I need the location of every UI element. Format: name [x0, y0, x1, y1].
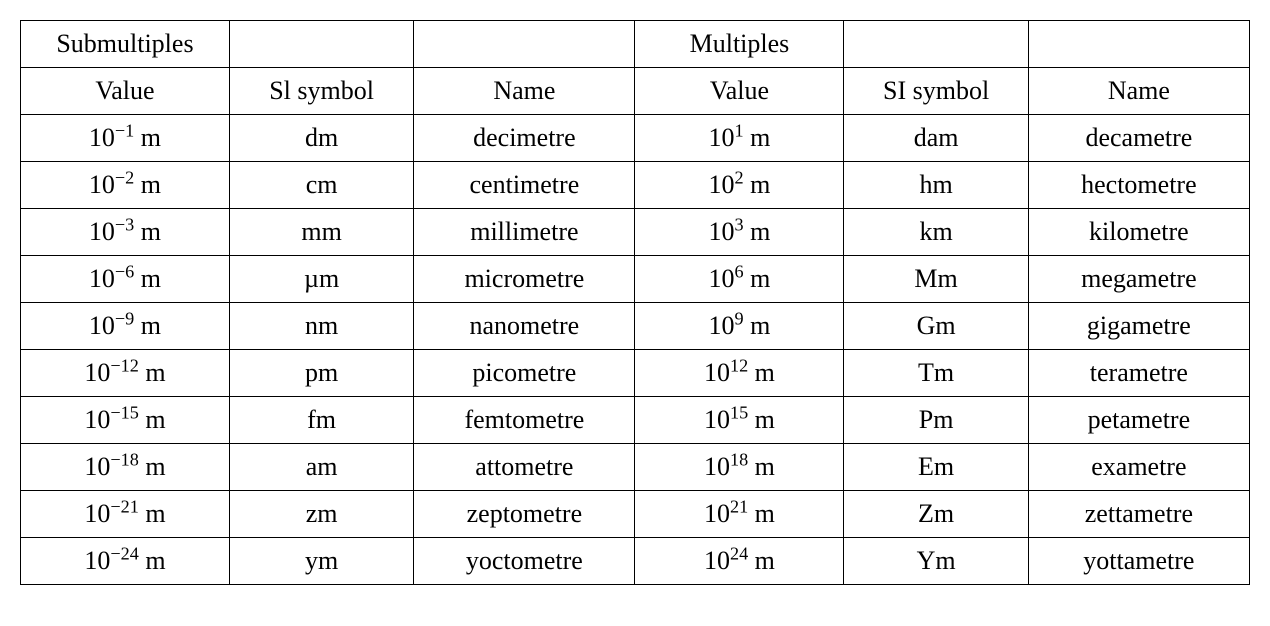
cell-mul-symbol: Tm — [844, 350, 1028, 397]
cell-sub-name: millimetre — [414, 209, 635, 256]
cell-mul-symbol: Mm — [844, 256, 1028, 303]
cell-sub-name: decimetre — [414, 115, 635, 162]
table-body: Submultiples Multiples Value Sl symbol N… — [21, 21, 1250, 585]
table-row: 10−9 mnmnanometre109 mGmgigametre — [21, 303, 1250, 350]
header-empty — [414, 21, 635, 68]
cell-sub-symbol: fm — [229, 397, 413, 444]
col-header-value-sub: Value — [21, 68, 230, 115]
col-header-name-sub: Name — [414, 68, 635, 115]
cell-sub-name: micrometre — [414, 256, 635, 303]
cell-sub-symbol: mm — [229, 209, 413, 256]
cell-sub-name: picometre — [414, 350, 635, 397]
cell-sub-symbol: µm — [229, 256, 413, 303]
cell-mul-value: 106 m — [635, 256, 844, 303]
col-header-value-mul: Value — [635, 68, 844, 115]
col-header-symbol-mul: SI symbol — [844, 68, 1028, 115]
table-row: 10−24 mymyoctometre1024 mYmyottametre — [21, 538, 1250, 585]
cell-mul-symbol: km — [844, 209, 1028, 256]
cell-sub-name: femtometre — [414, 397, 635, 444]
col-header-symbol-sub: Sl symbol — [229, 68, 413, 115]
cell-mul-name: kilometre — [1028, 209, 1249, 256]
cell-sub-value: 10−12 m — [21, 350, 230, 397]
cell-mul-value: 1024 m — [635, 538, 844, 585]
cell-mul-symbol: dam — [844, 115, 1028, 162]
cell-mul-symbol: Zm — [844, 491, 1028, 538]
cell-sub-value: 10−3 m — [21, 209, 230, 256]
cell-mul-name: gigametre — [1028, 303, 1249, 350]
table-row: 10−18 mamattometre1018 mEmexametre — [21, 444, 1250, 491]
cell-sub-symbol: ym — [229, 538, 413, 585]
table-row: 10−3 mmmmillimetre103 mkmkilometre — [21, 209, 1250, 256]
cell-mul-value: 1015 m — [635, 397, 844, 444]
cell-sub-symbol: cm — [229, 162, 413, 209]
cell-mul-name: megametre — [1028, 256, 1249, 303]
cell-sub-name: zeptometre — [414, 491, 635, 538]
header-empty — [1028, 21, 1249, 68]
cell-mul-value: 109 m — [635, 303, 844, 350]
cell-sub-symbol: dm — [229, 115, 413, 162]
cell-sub-value: 10−15 m — [21, 397, 230, 444]
table-row: 10−21 mzmzeptometre1021 mZmzettametre — [21, 491, 1250, 538]
cell-mul-value: 1021 m — [635, 491, 844, 538]
header-row-columns: Value Sl symbol Name Value SI symbol Nam… — [21, 68, 1250, 115]
header-multiples: Multiples — [635, 21, 844, 68]
table-row: 10−12 mpmpicometre1012 mTmterametre — [21, 350, 1250, 397]
table-row: 10−6 mµmmicrometre106 mMmmegametre — [21, 256, 1250, 303]
cell-mul-symbol: Gm — [844, 303, 1028, 350]
cell-mul-name: exametre — [1028, 444, 1249, 491]
cell-sub-symbol: zm — [229, 491, 413, 538]
cell-sub-value: 10−2 m — [21, 162, 230, 209]
cell-mul-value: 101 m — [635, 115, 844, 162]
cell-mul-name: yottametre — [1028, 538, 1249, 585]
cell-mul-value: 103 m — [635, 209, 844, 256]
si-prefixes-table: Submultiples Multiples Value Sl symbol N… — [20, 20, 1250, 585]
cell-mul-value: 102 m — [635, 162, 844, 209]
cell-sub-name: nanometre — [414, 303, 635, 350]
cell-mul-name: zettametre — [1028, 491, 1249, 538]
cell-sub-symbol: pm — [229, 350, 413, 397]
cell-mul-symbol: Pm — [844, 397, 1028, 444]
table-row: 10−15 mfmfemtometre1015 mPmpetametre — [21, 397, 1250, 444]
header-row-group: Submultiples Multiples — [21, 21, 1250, 68]
header-empty — [229, 21, 413, 68]
col-header-name-mul: Name — [1028, 68, 1249, 115]
cell-mul-value: 1018 m — [635, 444, 844, 491]
cell-sub-name: yoctometre — [414, 538, 635, 585]
header-empty — [844, 21, 1028, 68]
cell-sub-symbol: am — [229, 444, 413, 491]
header-submultiples: Submultiples — [21, 21, 230, 68]
cell-mul-name: terametre — [1028, 350, 1249, 397]
cell-mul-value: 1012 m — [635, 350, 844, 397]
cell-sub-value: 10−6 m — [21, 256, 230, 303]
cell-mul-symbol: Ym — [844, 538, 1028, 585]
table-row: 10−1 mdmdecimetre101 mdamdecametre — [21, 115, 1250, 162]
cell-mul-symbol: Em — [844, 444, 1028, 491]
cell-sub-value: 10−9 m — [21, 303, 230, 350]
table-row: 10−2 mcmcentimetre102 mhmhectometre — [21, 162, 1250, 209]
cell-sub-symbol: nm — [229, 303, 413, 350]
cell-mul-symbol: hm — [844, 162, 1028, 209]
cell-mul-name: hectometre — [1028, 162, 1249, 209]
cell-sub-value: 10−24 m — [21, 538, 230, 585]
cell-sub-value: 10−21 m — [21, 491, 230, 538]
cell-sub-value: 10−1 m — [21, 115, 230, 162]
cell-sub-value: 10−18 m — [21, 444, 230, 491]
cell-mul-name: decametre — [1028, 115, 1249, 162]
cell-mul-name: petametre — [1028, 397, 1249, 444]
cell-sub-name: attometre — [414, 444, 635, 491]
cell-sub-name: centimetre — [414, 162, 635, 209]
